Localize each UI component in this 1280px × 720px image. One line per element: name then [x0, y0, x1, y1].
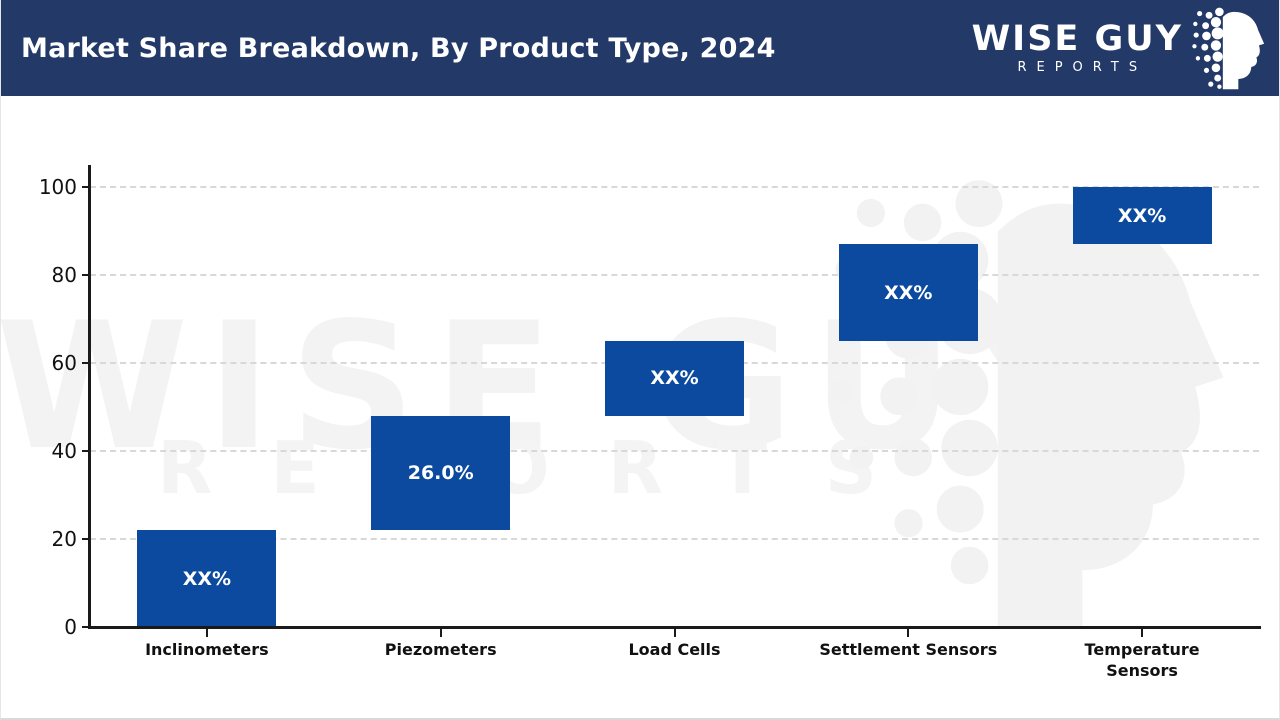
y-tick-label: 60	[51, 351, 77, 375]
gridline	[90, 538, 1259, 540]
gridline	[90, 450, 1259, 452]
gridline	[90, 274, 1259, 276]
x-tick-mark	[907, 628, 910, 637]
x-tick-mark	[205, 628, 208, 637]
bar-value-label: XX%	[1117, 204, 1167, 227]
y-axis	[88, 165, 91, 629]
page-title: Market Share Breakdown, By Product Type,…	[21, 32, 776, 64]
x-tick-label: Temperature Sensors	[1084, 640, 1200, 680]
header: Market Share Breakdown, By Product Type,…	[1, 0, 1279, 96]
y-tick-label: 0	[64, 615, 77, 639]
x-axis	[88, 626, 1261, 629]
brand-logo-text: WISE GUY REPORTS	[971, 18, 1183, 75]
bar	[1072, 187, 1212, 245]
logo-wordmark: WISE GUY	[971, 18, 1183, 59]
x-tick-label: Settlement Sensors	[819, 640, 998, 659]
gridline	[90, 186, 1259, 188]
y-tick-label: 80	[51, 263, 77, 287]
bar	[137, 530, 277, 627]
bar-value-label: XX%	[182, 567, 232, 590]
x-tick-label: Piezometers	[384, 640, 497, 659]
watermark-subtext: REPORTS	[157, 426, 935, 510]
y-tick-label: 40	[51, 439, 77, 463]
y-tick-mark	[82, 186, 90, 188]
x-tick-label: Load Cells	[628, 640, 721, 659]
y-tick-label: 100	[38, 175, 77, 199]
bar	[838, 244, 978, 341]
logo-subtext: REPORTS	[1017, 59, 1148, 75]
bar-value-label: 26.0%	[407, 462, 474, 484]
y-tick-mark	[82, 538, 90, 540]
y-tick-label: 20	[51, 527, 77, 551]
y-tick-mark	[82, 274, 90, 276]
y-tick-mark	[82, 450, 90, 452]
bar-value-label: XX%	[650, 367, 699, 390]
bar	[605, 341, 744, 416]
brand-logo: WISE GUY REPORTS	[972, 5, 1271, 91]
y-tick-mark	[82, 362, 90, 364]
bar	[371, 415, 511, 531]
y-tick-mark	[82, 626, 90, 628]
x-tick-label: Inclinometers	[145, 640, 269, 659]
x-tick-mark	[439, 628, 442, 637]
x-tick-mark	[1141, 628, 1144, 637]
dotted-head-profile-icon	[1192, 7, 1265, 90]
bar-value-label: XX%	[884, 281, 933, 304]
x-tick-mark	[673, 628, 676, 637]
